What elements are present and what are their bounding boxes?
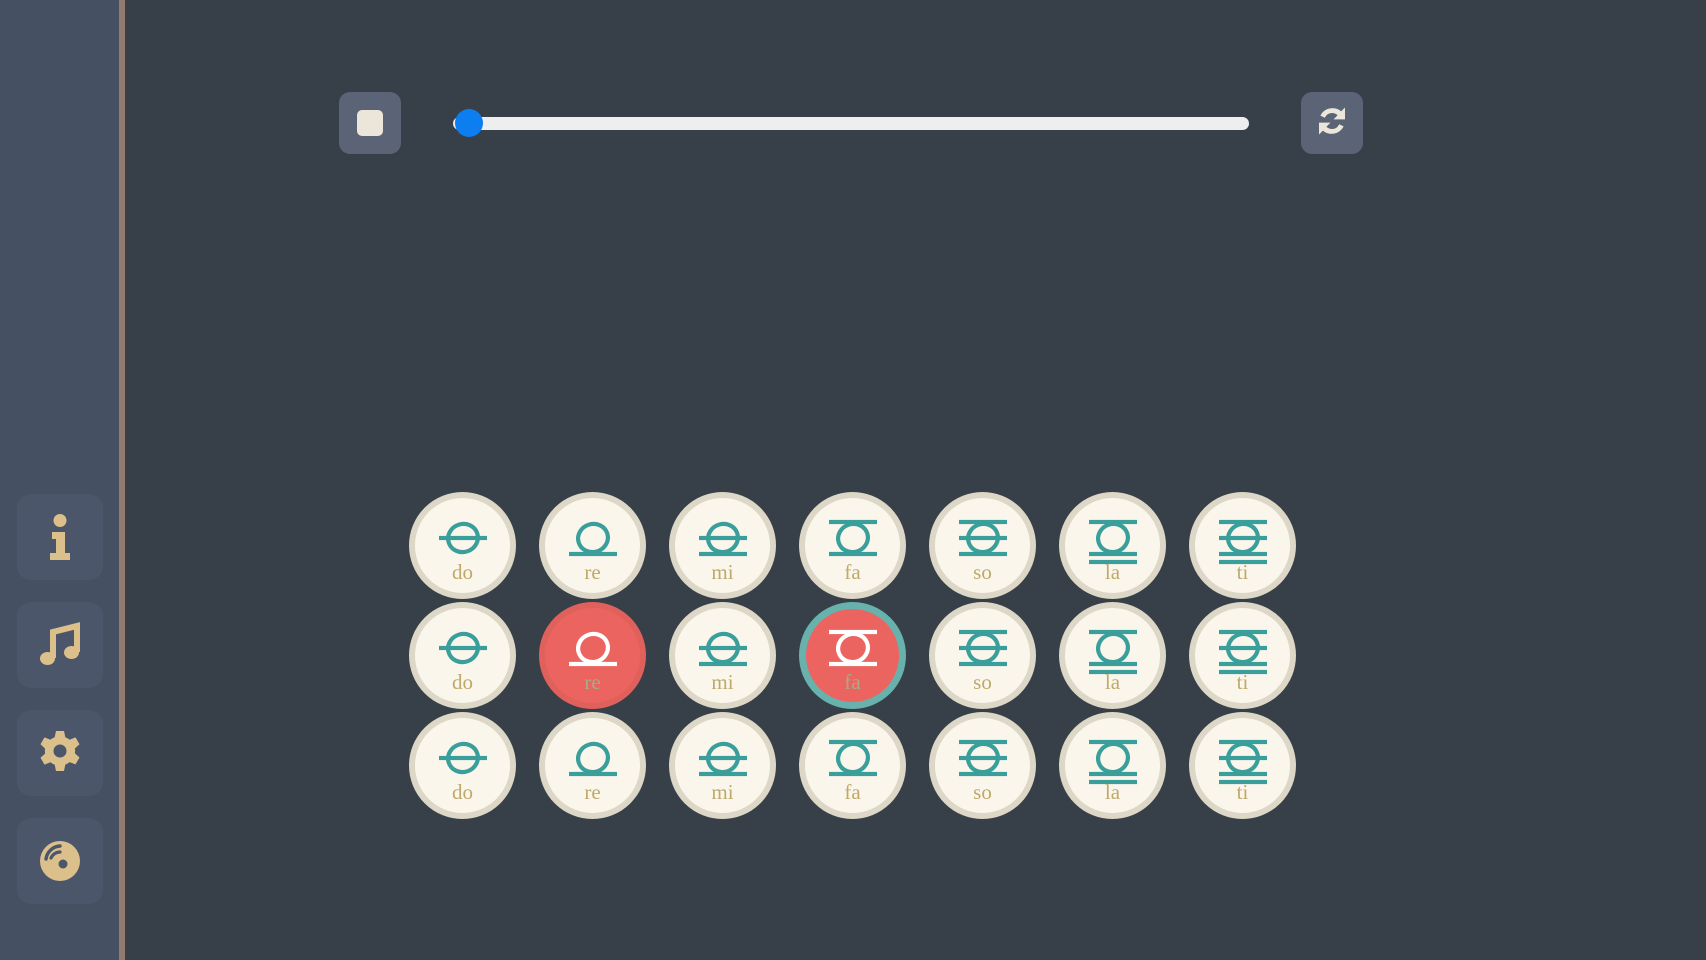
music-note-icon xyxy=(37,622,83,668)
note-row: do re mi fa so la ti xyxy=(409,492,1296,599)
note-button-do[interactable]: do xyxy=(409,602,516,709)
playback-toolbar xyxy=(339,92,1363,154)
note-button-fa[interactable]: fa xyxy=(799,602,906,709)
note-label: la xyxy=(1104,780,1121,804)
note-label: so xyxy=(973,560,992,584)
note-button-la[interactable]: la xyxy=(1059,602,1166,709)
note-button-ti[interactable]: ti xyxy=(1189,602,1296,709)
note-head-do xyxy=(438,631,487,665)
note-head-re xyxy=(568,741,617,777)
note-head-la xyxy=(1088,629,1137,675)
note-head-fa xyxy=(828,629,877,667)
note-label: ti xyxy=(1236,670,1249,694)
note-button-la[interactable]: la xyxy=(1059,712,1166,819)
note-button-mi[interactable]: mi xyxy=(669,602,776,709)
note-head-so xyxy=(958,739,1007,777)
note-label: do xyxy=(452,560,473,584)
refresh-icon xyxy=(1315,104,1349,143)
info-icon xyxy=(40,514,80,560)
stop-button[interactable] xyxy=(339,92,401,154)
note-button-do[interactable]: do xyxy=(409,712,516,819)
gear-icon xyxy=(37,730,83,776)
sidebar-item-music[interactable] xyxy=(16,602,103,688)
note-head-fa xyxy=(828,519,877,557)
note-head-ti xyxy=(1218,629,1267,675)
note-button-re[interactable]: re xyxy=(539,492,646,599)
note-button-re[interactable]: re xyxy=(539,602,646,709)
note-label: fa xyxy=(844,780,861,804)
note-label: la xyxy=(1104,560,1121,584)
sidebar-item-record[interactable] xyxy=(16,818,103,904)
note-head-la xyxy=(1088,739,1137,785)
note-label: so xyxy=(973,780,992,804)
note-label: ti xyxy=(1236,780,1249,804)
note-head-fa xyxy=(828,739,877,777)
note-button-so[interactable]: so xyxy=(929,712,1036,819)
note-button-la[interactable]: la xyxy=(1059,492,1166,599)
note-label: do xyxy=(452,670,473,694)
note-label: fa xyxy=(844,670,861,694)
note-button-fa[interactable]: fa xyxy=(799,492,906,599)
note-head-so xyxy=(958,519,1007,557)
note-button-ti[interactable]: ti xyxy=(1189,492,1296,599)
note-head-re xyxy=(568,521,617,557)
note-head-ti xyxy=(1218,519,1267,565)
vinyl-record-icon xyxy=(36,837,84,885)
note-label: mi xyxy=(711,560,734,584)
note-row: do re mi fa so la ti xyxy=(409,712,1296,819)
slider-thumb[interactable] xyxy=(455,109,483,137)
note-head-ti xyxy=(1218,739,1267,785)
sidebar-item-settings[interactable] xyxy=(16,710,103,796)
note-label: re xyxy=(584,780,601,804)
note-label: so xyxy=(973,670,992,694)
note-row: do re mi fa so la ti xyxy=(409,602,1296,709)
note-button-so[interactable]: so xyxy=(929,602,1036,709)
loop-button[interactable] xyxy=(1301,92,1363,154)
note-head-mi xyxy=(698,521,747,557)
note-button-fa[interactable]: fa xyxy=(799,712,906,819)
note-button-so[interactable]: so xyxy=(929,492,1036,599)
note-button-do[interactable]: do xyxy=(409,492,516,599)
sidebar-item-info[interactable] xyxy=(16,494,103,580)
note-label: ti xyxy=(1236,560,1249,584)
sidebar xyxy=(0,0,125,960)
note-button-ti[interactable]: ti xyxy=(1189,712,1296,819)
solfege-note-grid: do re mi fa so la ti do re mi fa so la ti do re mi fa so la… xyxy=(409,492,1296,819)
note-label: fa xyxy=(844,560,861,584)
note-head-do xyxy=(438,521,487,555)
slider-track[interactable] xyxy=(453,116,1249,130)
note-label: re xyxy=(584,560,601,584)
note-head-mi xyxy=(698,741,747,777)
note-button-mi[interactable]: mi xyxy=(669,492,776,599)
note-head-re xyxy=(568,631,617,667)
stop-icon xyxy=(357,110,383,136)
note-head-so xyxy=(958,629,1007,667)
note-label: la xyxy=(1104,670,1121,694)
note-label: mi xyxy=(711,780,734,804)
note-label: mi xyxy=(711,670,734,694)
note-head-mi xyxy=(698,631,747,667)
note-button-re[interactable]: re xyxy=(539,712,646,819)
note-label: re xyxy=(584,670,601,694)
tempo-slider[interactable] xyxy=(453,92,1249,154)
note-head-do xyxy=(438,741,487,775)
note-head-la xyxy=(1088,519,1137,565)
note-label: do xyxy=(452,780,473,804)
note-button-mi[interactable]: mi xyxy=(669,712,776,819)
